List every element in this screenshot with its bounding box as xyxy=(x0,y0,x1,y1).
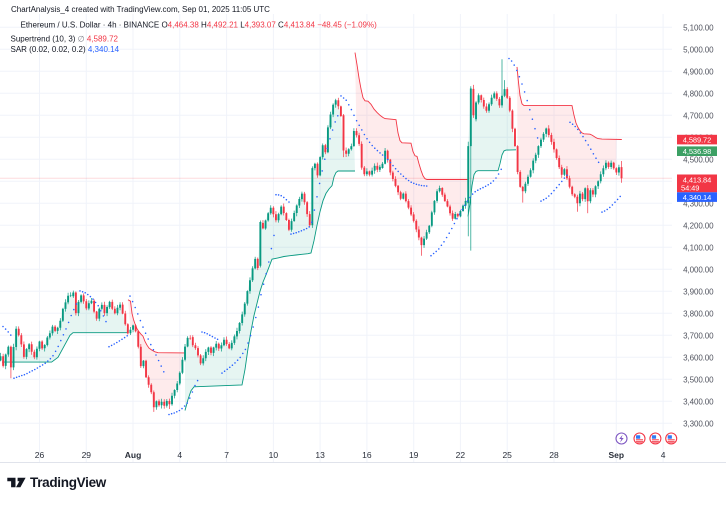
svg-text:5,000.00: 5,000.00 xyxy=(683,45,714,54)
svg-text:7: 7 xyxy=(224,450,229,460)
svg-text:3,800.00: 3,800.00 xyxy=(683,309,714,318)
svg-text:4,000.00: 4,000.00 xyxy=(683,265,714,274)
svg-text:4,200.00: 4,200.00 xyxy=(683,221,714,230)
svg-text:4: 4 xyxy=(661,450,666,460)
svg-text:ChartAnalysis_4 created with T: ChartAnalysis_4 created with TradingView… xyxy=(11,5,270,14)
svg-text:SAR (0.02, 0.02, 0.2) 4,340.14: SAR (0.02, 0.02, 0.2) 4,340.14 xyxy=(11,45,120,54)
svg-text:26: 26 xyxy=(35,450,45,460)
svg-text:Supertrend (10, 3) ∅ 4,589.72: Supertrend (10, 3) ∅ 4,589.72 xyxy=(11,35,119,44)
svg-text:3,900.00: 3,900.00 xyxy=(683,287,714,296)
svg-text:10: 10 xyxy=(269,450,279,460)
svg-text:4,800.00: 4,800.00 xyxy=(683,89,714,98)
svg-text:5,100.00: 5,100.00 xyxy=(683,23,714,32)
svg-text:25: 25 xyxy=(502,450,512,460)
svg-text:4,700.00: 4,700.00 xyxy=(683,111,714,120)
svg-text:19: 19 xyxy=(409,450,419,460)
svg-text:29: 29 xyxy=(82,450,92,460)
svg-text:54:49: 54:49 xyxy=(681,184,699,193)
svg-text:TradingView: TradingView xyxy=(30,475,107,490)
svg-text:3,300.00: 3,300.00 xyxy=(683,419,714,428)
svg-text:3,600.00: 3,600.00 xyxy=(683,353,714,362)
svg-text:4,536.98: 4,536.98 xyxy=(683,147,711,156)
svg-text:Aug: Aug xyxy=(125,450,142,460)
svg-text:3,700.00: 3,700.00 xyxy=(683,331,714,340)
svg-text:22: 22 xyxy=(456,450,466,460)
svg-text:Ethereum / U.S. Dollar · 4h ·: Ethereum / U.S. Dollar · 4h · BINANCE O4… xyxy=(21,21,378,30)
svg-text:4,340.14: 4,340.14 xyxy=(683,193,711,202)
svg-text:4: 4 xyxy=(177,450,182,460)
svg-text:13: 13 xyxy=(315,450,325,460)
svg-text:4,900.00: 4,900.00 xyxy=(683,67,714,76)
svg-text:4,500.00: 4,500.00 xyxy=(683,155,714,164)
svg-text:4,100.00: 4,100.00 xyxy=(683,243,714,252)
svg-text:3,500.00: 3,500.00 xyxy=(683,375,714,384)
svg-text:Sep: Sep xyxy=(609,450,625,460)
svg-text:28: 28 xyxy=(549,450,559,460)
svg-text:4,589.72: 4,589.72 xyxy=(683,136,711,145)
svg-text:16: 16 xyxy=(362,450,372,460)
svg-text:3,400.00: 3,400.00 xyxy=(683,397,714,406)
